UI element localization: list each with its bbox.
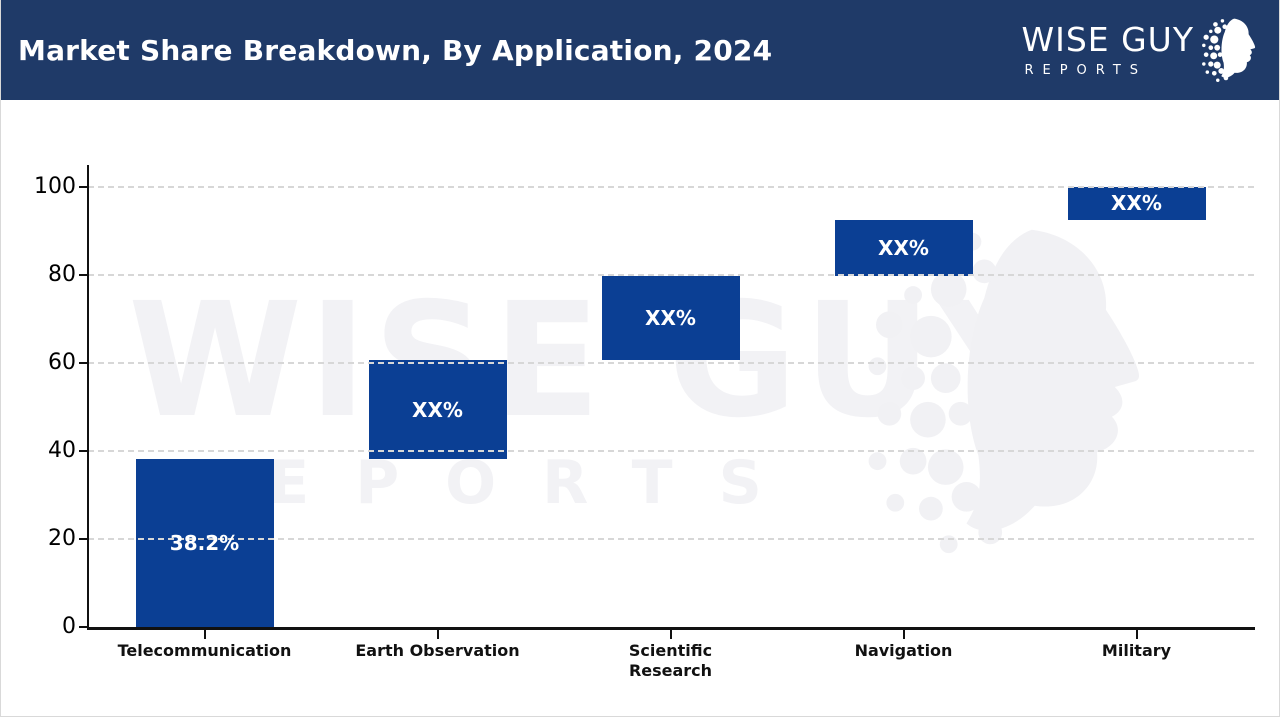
- x-axis-spine: [87, 627, 1255, 630]
- header-bar: Market Share Breakdown, By Application, …: [0, 0, 1280, 100]
- bar-navigation: XX%: [834, 219, 973, 276]
- bar-value-label-navigation: XX%: [878, 235, 929, 260]
- y-tick-40: [79, 450, 87, 452]
- bar-military: XX%: [1067, 187, 1206, 220]
- x-tick-label-military: Military: [1101, 641, 1172, 660]
- bar-value-label-scientific-research: XX%: [645, 306, 696, 331]
- bar-earth-observation: XX%: [368, 360, 507, 459]
- y-tick-80: [79, 274, 87, 276]
- x-tick-military: [1135, 630, 1138, 639]
- logo-wordmark: WISE GUY: [1021, 19, 1194, 59]
- y-tick-label-40: 40: [48, 438, 76, 463]
- y-tick-20: [79, 538, 87, 540]
- logo-subtitle: REPORTS: [1024, 62, 1148, 78]
- gridline-20: [88, 538, 1254, 540]
- x-tick-label-earth-observation: Earth Observation: [355, 641, 520, 660]
- bar-value-label-earth-observation: XX%: [412, 397, 463, 422]
- x-tick-telecommunication: [203, 630, 206, 639]
- bar-value-label-military: XX%: [1111, 191, 1162, 216]
- y-tick-label-60: 60: [48, 350, 76, 375]
- bar-value-label-telecommunication: 38.2%: [169, 530, 240, 555]
- x-tick-navigation: [902, 630, 905, 639]
- page-title: Market Share Breakdown, By Application, …: [18, 33, 773, 67]
- y-tick-0: [79, 626, 87, 628]
- wise-guy-face-icon: [1202, 18, 1256, 82]
- gridline-60: [88, 362, 1254, 364]
- y-tick-60: [79, 362, 87, 364]
- watermark-text: WISE GUY REPORTS: [128, 282, 1058, 518]
- watermark-subtitle: REPORTS: [176, 448, 808, 518]
- y-tick-label-20: 20: [48, 526, 76, 551]
- x-tick-label-telecommunication: Telecommunication: [117, 641, 292, 660]
- logo-text: WISE GUY REPORTS: [1021, 23, 1194, 78]
- gridline-40: [88, 450, 1254, 452]
- gridline-100: [88, 186, 1254, 188]
- y-tick-100: [79, 186, 87, 188]
- gridline-80: [88, 274, 1254, 276]
- x-tick-label-navigation: Navigation: [854, 641, 953, 660]
- y-tick-label-80: 80: [48, 262, 76, 287]
- wise-guy-logo: WISE GUY REPORTS: [1021, 13, 1262, 87]
- y-tick-label-100: 100: [34, 174, 76, 199]
- y-axis-spine: [87, 165, 89, 628]
- y-tick-label-0: 0: [62, 614, 76, 639]
- x-tick-label-scientific-research: Scientific Research: [628, 641, 713, 680]
- x-tick-earth-observation: [436, 630, 439, 639]
- watermark-face-icon: [868, 229, 1140, 554]
- x-tick-scientific-research: [669, 630, 672, 639]
- bar-telecommunication: 38.2%: [135, 458, 274, 627]
- bar-scientific-research: XX%: [601, 275, 740, 361]
